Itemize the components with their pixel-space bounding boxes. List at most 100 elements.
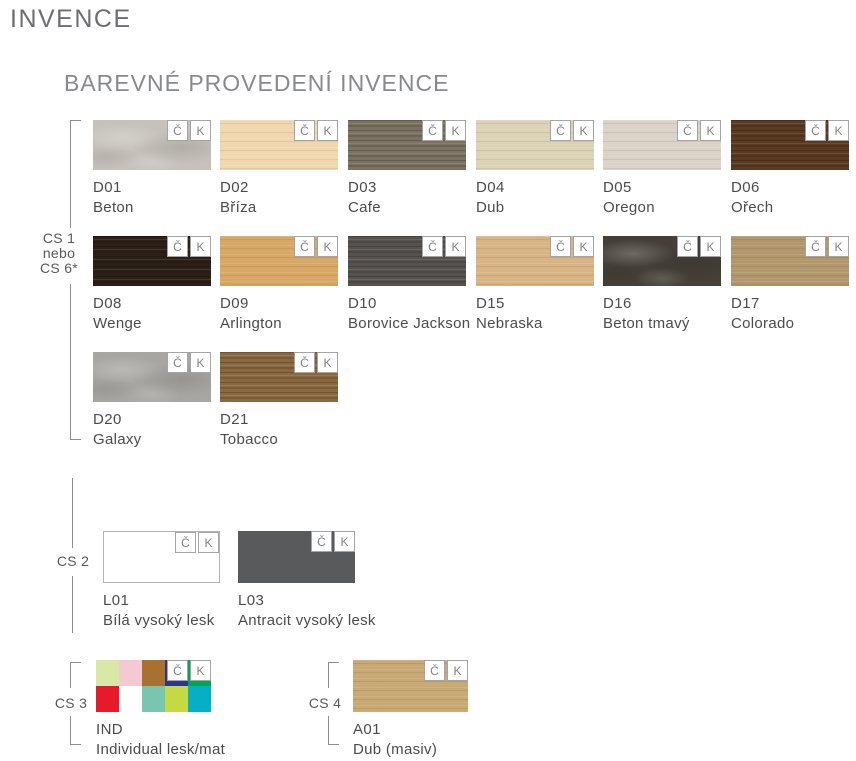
badge-k-icon: K bbox=[700, 236, 721, 257]
badge-c-icon: Č bbox=[422, 236, 443, 257]
swatch-d06-sample: Č K bbox=[731, 120, 849, 170]
swatch-d16-sample: Č K bbox=[603, 236, 721, 286]
swatch-code: D03 bbox=[348, 179, 377, 196]
badge-k-icon: K bbox=[190, 120, 211, 141]
swatch-d15: Č K D15 Nebraska bbox=[476, 236, 594, 332]
swatch-d03-sample: Č K bbox=[348, 120, 466, 170]
swatch-badges: Č K bbox=[550, 236, 594, 257]
bracket-cs1-line-upper bbox=[70, 120, 71, 228]
swatch-d21-sample: Č K bbox=[220, 352, 338, 402]
swatch-badges: Č K bbox=[677, 120, 721, 141]
swatch-code: D21 bbox=[220, 411, 249, 428]
swatch-d04: Č K D04 Dub bbox=[476, 120, 594, 216]
badge-c-icon: Č bbox=[167, 120, 188, 141]
swatch-d16: Č K D16 Beton tmavý bbox=[603, 236, 721, 332]
badge-k-icon: K bbox=[445, 120, 466, 141]
ind-color-cell bbox=[96, 660, 119, 686]
badge-k-icon: K bbox=[445, 236, 466, 257]
bracket-cs4-line-upper bbox=[328, 662, 329, 688]
swatch-badges: Č K bbox=[167, 236, 211, 257]
swatch-d15-sample: Č K bbox=[476, 236, 594, 286]
swatch-code: D15 bbox=[476, 295, 505, 312]
swatch-badges: Č K bbox=[311, 531, 355, 552]
badge-k-icon: K bbox=[317, 236, 338, 257]
bracket-cs2-line-upper bbox=[72, 478, 73, 548]
badge-c-icon: Č bbox=[311, 531, 332, 552]
swatch-a01-sample: Č K bbox=[353, 660, 468, 712]
bracket-cs4-top-cap bbox=[328, 662, 339, 663]
swatch-name: Galaxy bbox=[93, 431, 142, 448]
swatch-d06: Č K D06 Ořech bbox=[731, 120, 849, 216]
group-label-cs2: CS 2 bbox=[44, 554, 102, 569]
bracket-cs2-line-lower bbox=[72, 576, 73, 633]
group-label-cs4: CS 4 bbox=[296, 696, 354, 711]
ind-color-cell bbox=[119, 686, 142, 712]
badge-c-icon: Č bbox=[805, 120, 826, 141]
badge-c-icon: Č bbox=[424, 660, 445, 681]
swatch-name: Wenge bbox=[93, 315, 142, 332]
swatch-badges: Č K bbox=[167, 120, 211, 141]
swatch-d05: Č K D05 Oregon bbox=[603, 120, 721, 216]
group-label-cs1-line3: CS 6* bbox=[39, 260, 79, 276]
swatch-d09: Č K D09 Arlington bbox=[220, 236, 338, 332]
swatch-a01: Č K A01 Dub (masiv) bbox=[353, 660, 471, 758]
swatch-l01-sample: Č K bbox=[103, 531, 220, 583]
swatch-d08-sample: Č K bbox=[93, 236, 211, 286]
swatch-code: D10 bbox=[348, 295, 377, 312]
swatch-name: Colorado bbox=[731, 315, 795, 332]
swatch-code: D08 bbox=[93, 295, 122, 312]
swatch-d01-sample: Č K bbox=[93, 120, 211, 170]
swatch-badges: Č K bbox=[175, 532, 219, 553]
swatch-badges: Č K bbox=[677, 236, 721, 257]
swatch-d09-sample: Č K bbox=[220, 236, 338, 286]
badge-c-icon: Č bbox=[167, 236, 188, 257]
badge-c-icon: Č bbox=[294, 352, 315, 373]
badge-c-icon: Č bbox=[175, 532, 196, 553]
bracket-cs4-line-lower bbox=[328, 716, 329, 744]
ind-color-cell bbox=[119, 660, 142, 686]
swatch-badges: Č K bbox=[294, 236, 338, 257]
swatch-d02-sample: Č K bbox=[220, 120, 338, 170]
badge-c-icon: Č bbox=[294, 236, 315, 257]
group-label-cs1: CS 1 nebo CS 6* bbox=[30, 231, 88, 276]
swatch-name: Nebraska bbox=[476, 315, 543, 332]
badge-c-icon: Č bbox=[677, 120, 698, 141]
swatch-badges: Č K bbox=[805, 236, 849, 257]
swatch-d03: Č K D03 Cafe bbox=[348, 120, 466, 216]
group-label-cs4-line1: CS 4 bbox=[308, 695, 342, 711]
swatch-name: Individual lesk/mat bbox=[96, 741, 226, 758]
bracket-cs3-bottom-cap bbox=[70, 744, 81, 745]
swatch-name: Bílá vysoký lesk bbox=[103, 612, 215, 629]
badge-k-icon: K bbox=[447, 660, 468, 681]
bracket-cs3-top-cap bbox=[70, 662, 81, 663]
swatch-badges: Č K bbox=[422, 120, 466, 141]
ind-color-cell bbox=[142, 686, 165, 712]
swatch-d02: Č K D02 Bříza bbox=[220, 120, 338, 216]
swatch-badges: Č K bbox=[167, 660, 211, 681]
section-heading: BAREVNÉ PROVEDENÍ INVENCE bbox=[64, 70, 450, 96]
badge-c-icon: Č bbox=[550, 236, 571, 257]
swatch-name: Dub bbox=[476, 199, 505, 216]
badge-c-icon: Č bbox=[550, 120, 571, 141]
badge-k-icon: K bbox=[700, 120, 721, 141]
swatch-badges: Č K bbox=[167, 352, 211, 373]
badge-k-icon: K bbox=[317, 352, 338, 373]
badge-c-icon: Č bbox=[167, 660, 188, 681]
swatch-code: D04 bbox=[476, 179, 505, 196]
swatch-d10: Č K D10 Borovice Jackson bbox=[348, 236, 470, 332]
swatch-badges: Č K bbox=[424, 660, 468, 681]
swatch-name: Bříza bbox=[220, 199, 257, 216]
group-label-cs3-line1: CS 3 bbox=[54, 695, 88, 711]
group-label-cs1-line2: nebo bbox=[42, 245, 76, 261]
swatch-name: Dub (masiv) bbox=[353, 741, 438, 758]
bracket-cs1-bottom-cap bbox=[70, 439, 81, 440]
swatch-ind: Č K IND Individual lesk/mat bbox=[96, 660, 226, 758]
swatch-d20-sample: Č K bbox=[93, 352, 211, 402]
bracket-cs1-top-cap bbox=[70, 120, 81, 121]
swatch-badges: Č K bbox=[294, 120, 338, 141]
bracket-cs3-line-upper bbox=[70, 662, 71, 688]
swatch-code: A01 bbox=[353, 721, 381, 738]
bracket-cs3-line-lower bbox=[70, 716, 71, 744]
swatch-badges: Č K bbox=[422, 236, 466, 257]
